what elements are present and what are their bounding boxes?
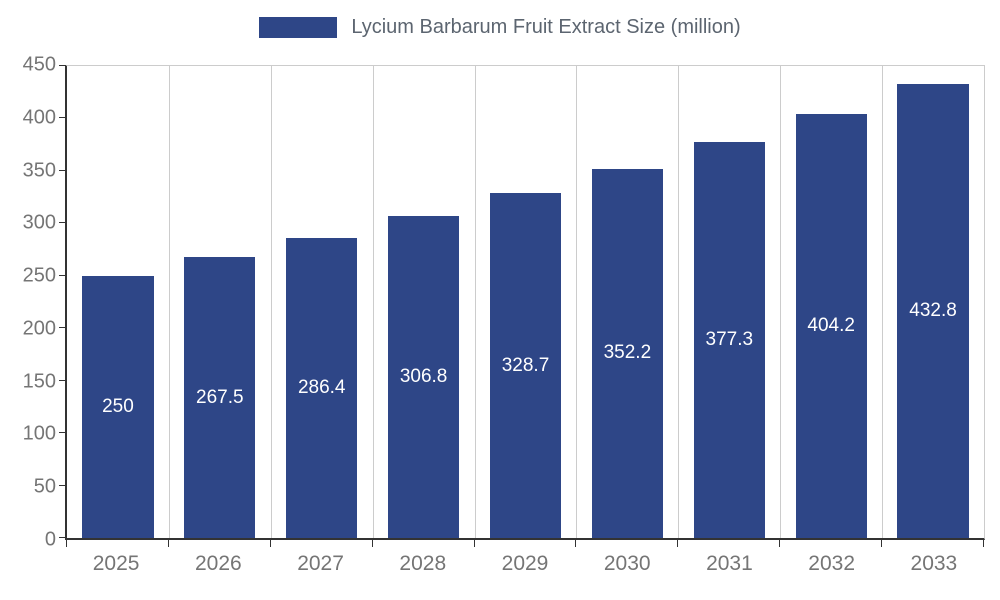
bar-slot: 352.2 xyxy=(576,66,678,538)
bar-value-label: 306.8 xyxy=(399,366,448,388)
bar-value-label: 404.2 xyxy=(807,315,855,337)
y-tick-label: 200 xyxy=(22,317,56,340)
gridline xyxy=(882,66,884,538)
y-tick-label: 450 xyxy=(22,53,56,76)
bar-value-label: 352.2 xyxy=(603,342,652,364)
x-tick-label: 2032 xyxy=(808,552,856,575)
x-axis-labels: 2025 2026 2027 2028 2029 2030 2031 2032 2033 xyxy=(65,552,985,582)
x-tick xyxy=(167,540,169,547)
bar-slot: 328.7 xyxy=(475,66,577,538)
gridline xyxy=(780,66,782,538)
gridline xyxy=(678,66,680,538)
bar: 352.2 xyxy=(591,168,664,538)
bar: 286.4 xyxy=(286,237,358,538)
bar-value-label: 328.7 xyxy=(501,354,550,376)
x-tick-label: 2026 xyxy=(194,552,242,575)
y-tick xyxy=(59,537,66,538)
bar-slot: 267.5 xyxy=(169,66,271,538)
x-tick xyxy=(677,540,679,547)
bar-value-label: 286.4 xyxy=(297,376,346,398)
bar: 306.8 xyxy=(387,216,460,538)
y-tick-label: 350 xyxy=(22,159,56,182)
x-tick xyxy=(473,540,475,547)
bar-slots: 250 267.5 286.4 306.8 328.7 352.2 377.3 404.2 43… xyxy=(67,66,984,538)
x-tick-label: 2029 xyxy=(501,552,549,575)
legend: Lycium Barbarum Fruit Extract Size (mill… xyxy=(0,16,1000,39)
gridline xyxy=(576,66,578,538)
bar: 404.2 xyxy=(795,114,867,538)
y-tick xyxy=(59,274,66,276)
gridline xyxy=(270,66,272,538)
x-tick-label: 2031 xyxy=(706,552,753,575)
x-tick xyxy=(881,540,883,547)
bar: 432.8 xyxy=(897,84,969,538)
bar: 377.3 xyxy=(693,142,765,538)
y-tick xyxy=(59,65,66,66)
y-tick-label: 0 xyxy=(44,528,56,551)
y-tick-label: 250 xyxy=(22,264,56,287)
gridline xyxy=(372,66,374,538)
bar-slot: 404.2 xyxy=(780,66,882,538)
x-tick-label: 2028 xyxy=(399,552,447,575)
y-tick-label: 100 xyxy=(22,422,56,445)
bar-value-label: 267.5 xyxy=(196,386,244,408)
bar: 250 xyxy=(82,275,154,538)
gridline xyxy=(168,66,170,538)
bar-slot: 250 xyxy=(67,66,169,538)
y-tick xyxy=(59,222,66,224)
bar-slot: 432.8 xyxy=(882,66,984,538)
x-tick-label: 2027 xyxy=(297,552,344,575)
y-tick xyxy=(59,379,66,381)
x-tick xyxy=(66,540,67,547)
x-tick xyxy=(983,540,984,547)
bar: 328.7 xyxy=(489,193,562,538)
x-tick xyxy=(575,540,577,547)
legend-label: Lycium Barbarum Fruit Extract Size (mill… xyxy=(351,16,741,38)
bar: 267.5 xyxy=(184,257,256,538)
y-tick-label: 300 xyxy=(22,211,56,234)
y-tick xyxy=(59,169,66,171)
x-tick xyxy=(371,540,373,547)
y-tick-label: 50 xyxy=(33,475,56,498)
x-tick xyxy=(269,540,271,547)
legend-item[interactable]: Lycium Barbarum Fruit Extract Size (mill… xyxy=(259,16,741,39)
bar-slot: 306.8 xyxy=(373,66,475,538)
x-tick-label: 2025 xyxy=(92,552,140,575)
plot-area: 250 267.5 286.4 306.8 328.7 352.2 377.3 404.2 43… xyxy=(59,65,985,547)
y-tick-label: 400 xyxy=(22,106,56,129)
x-tick xyxy=(779,540,781,547)
bar-slot: 377.3 xyxy=(678,66,780,538)
bar-value-label: 377.3 xyxy=(705,329,754,351)
bar-slot: 286.4 xyxy=(271,66,373,538)
y-tick xyxy=(59,327,66,329)
gridline xyxy=(474,66,476,538)
y-tick xyxy=(59,432,66,434)
x-tick-label: 2033 xyxy=(910,552,958,575)
y-tick xyxy=(59,117,66,119)
bar-value-label: 432.8 xyxy=(909,300,957,322)
y-tick xyxy=(59,484,66,486)
legend-swatch[interactable] xyxy=(259,17,338,38)
bar-value-label: 250 xyxy=(102,395,134,417)
y-axis-labels: 0 50 100 150 200 250 300 350 400 450 xyxy=(0,54,56,551)
y-tick-label: 150 xyxy=(22,370,56,393)
x-tick-label: 2030 xyxy=(603,552,651,575)
